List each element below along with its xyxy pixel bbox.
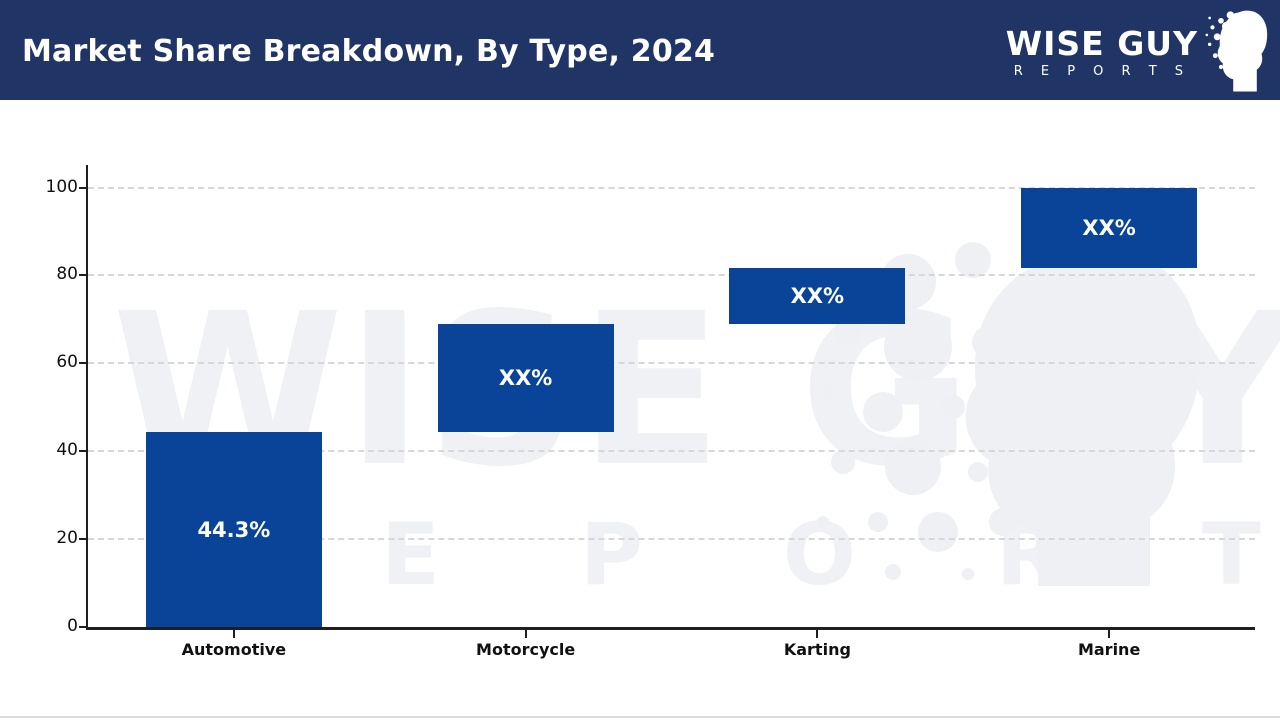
bar: 44.3% bbox=[145, 432, 322, 627]
bar-value-label: 44.3% bbox=[197, 517, 271, 542]
y-tick-label: 20 bbox=[56, 528, 78, 549]
header: Market Share Breakdown, By Type, 2024 WI… bbox=[0, 0, 1280, 100]
page-title: Market Share Breakdown, By Type, 2024 bbox=[22, 34, 716, 69]
y-tick bbox=[79, 274, 87, 277]
bar-value-label: XX% bbox=[1082, 215, 1136, 240]
bar: XX% bbox=[1021, 187, 1198, 269]
y-tick-label: 40 bbox=[56, 440, 78, 461]
gridline bbox=[88, 186, 1255, 189]
bar-value-label: XX% bbox=[790, 284, 845, 309]
x-tick bbox=[816, 630, 819, 638]
x-axis bbox=[86, 627, 1255, 630]
bar: XX% bbox=[729, 268, 906, 325]
x-tick bbox=[524, 630, 527, 638]
gridline bbox=[88, 274, 1255, 277]
y-tick bbox=[79, 538, 87, 541]
watermark-face bbox=[817, 242, 1201, 586]
x-tick bbox=[1108, 630, 1111, 638]
y-tick bbox=[79, 362, 87, 365]
category-label: Karting bbox=[783, 640, 851, 659]
y-axis bbox=[86, 165, 88, 629]
category-label: Marine bbox=[1077, 640, 1141, 659]
y-tick-label: 0 bbox=[67, 616, 78, 636]
y-tick bbox=[79, 450, 87, 453]
y-tick bbox=[79, 626, 87, 628]
gridline bbox=[88, 362, 1255, 365]
bar-value-label: XX% bbox=[498, 366, 553, 391]
category-label: Motorcycle bbox=[476, 640, 576, 659]
logo-wordmark: WISE GUY bbox=[1005, 24, 1198, 63]
gridline bbox=[88, 450, 1255, 453]
wiseguy-logo: WISE GUY R E P O R T S bbox=[1006, 4, 1270, 96]
logo-face-icon bbox=[1205, 10, 1268, 92]
y-tick-label: 80 bbox=[56, 264, 78, 285]
gridline bbox=[88, 538, 1255, 541]
y-tick-label: 60 bbox=[56, 352, 78, 373]
x-tick bbox=[232, 630, 235, 638]
bottom-divider bbox=[0, 716, 1280, 718]
logo-text: WISE GUY R E P O R T S bbox=[1006, 24, 1198, 79]
logo-subtitle: R E P O R T S bbox=[1013, 64, 1191, 79]
category-label: Automotive bbox=[181, 640, 287, 659]
y-tick-label: 100 bbox=[45, 176, 78, 197]
bar: XX% bbox=[437, 324, 614, 433]
y-tick bbox=[79, 186, 87, 189]
